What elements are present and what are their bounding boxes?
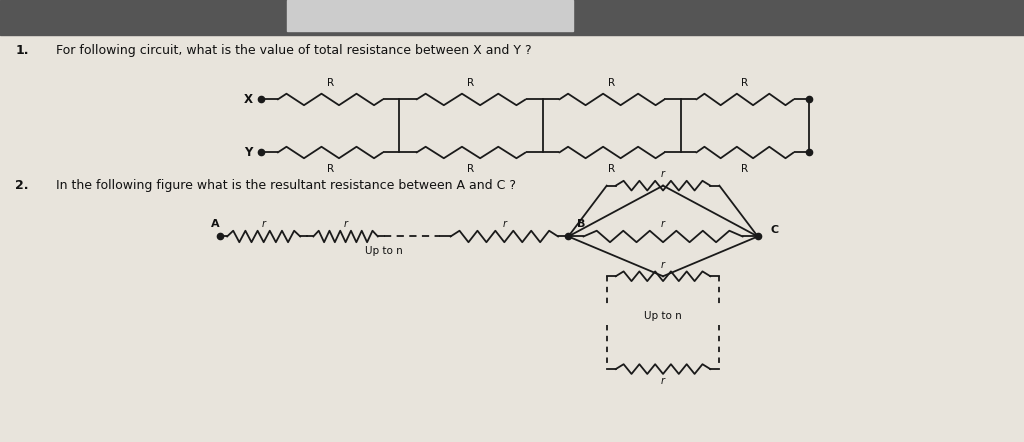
Text: Up to n: Up to n xyxy=(644,311,682,321)
Text: R: R xyxy=(741,78,749,88)
Text: 1.: 1. xyxy=(15,44,29,57)
Bar xyxy=(0,0,1024,35)
Text: R: R xyxy=(468,164,474,174)
Text: R: R xyxy=(608,78,615,88)
Text: C: C xyxy=(770,225,778,235)
Text: 2.: 2. xyxy=(15,179,29,192)
Text: r: r xyxy=(662,376,665,386)
Text: R: R xyxy=(327,78,334,88)
Bar xyxy=(287,0,573,31)
Text: X: X xyxy=(244,93,253,106)
Text: Y: Y xyxy=(245,146,253,159)
Text: r: r xyxy=(662,168,665,179)
Text: r: r xyxy=(662,219,665,229)
Text: R: R xyxy=(608,164,615,174)
Text: For following circuit, what is the value of total resistance between X and Y ?: For following circuit, what is the value… xyxy=(56,44,531,57)
Text: R: R xyxy=(327,164,334,174)
Text: Up to n: Up to n xyxy=(366,246,402,256)
Text: r: r xyxy=(344,218,347,229)
Text: r: r xyxy=(262,218,265,229)
Text: R: R xyxy=(468,78,474,88)
Text: A: A xyxy=(211,218,219,229)
Text: r: r xyxy=(662,259,665,270)
Text: In the following figure what is the resultant resistance between A and C ?: In the following figure what is the resu… xyxy=(56,179,516,192)
Text: r: r xyxy=(503,218,506,229)
Text: B: B xyxy=(577,218,585,229)
Text: R: R xyxy=(741,164,749,174)
